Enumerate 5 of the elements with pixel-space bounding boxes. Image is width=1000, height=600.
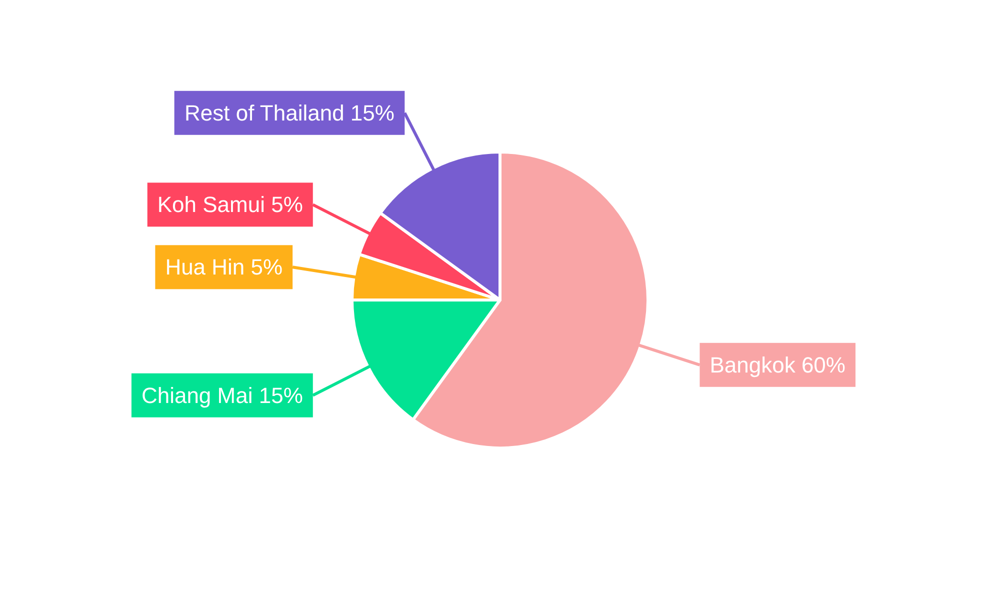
slice-label: Koh Samui 5% — [157, 192, 303, 218]
slice-label: Chiang Mai 15% — [141, 382, 303, 408]
slice-label: Bangkok 60% — [710, 352, 846, 378]
slice-label: Rest of Thailand 15% — [184, 100, 394, 126]
slice-label: Hua Hin 5% — [165, 254, 283, 280]
